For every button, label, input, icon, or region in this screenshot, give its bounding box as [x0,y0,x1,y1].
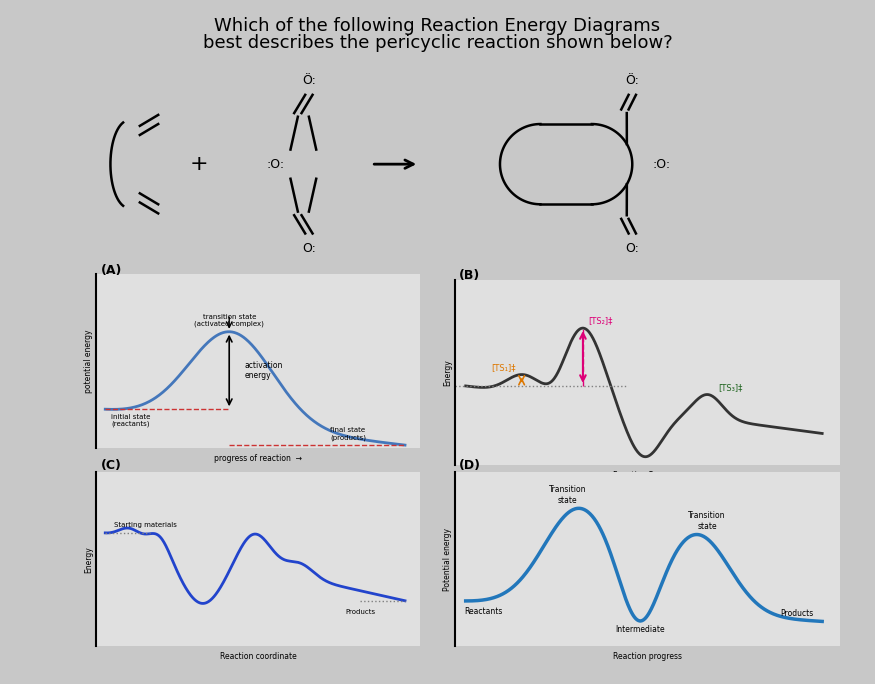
Text: Ö:: Ö: [626,74,640,87]
Text: Intermediate: Intermediate [615,624,665,633]
Text: Ö:: Ö: [302,74,316,87]
Text: [TS₁]‡: [TS₁]‡ [492,363,516,372]
X-axis label: Reaction coordinate: Reaction coordinate [220,652,297,661]
X-axis label: progress of reaction  →: progress of reaction → [214,453,302,462]
Text: O:: O: [302,241,316,254]
Text: :O:: :O: [653,157,671,171]
Text: Which of the following Reaction Energy Diagrams: Which of the following Reaction Energy D… [214,17,661,35]
Text: Products: Products [780,609,814,618]
Text: activation
energy: activation energy [244,360,283,380]
Text: transition state
(activated complex): transition state (activated complex) [194,314,264,328]
Text: best describes the pericyclic reaction shown below?: best describes the pericyclic reaction s… [203,34,672,52]
Text: Transition
state: Transition state [689,512,726,531]
Text: [TS₂]‡: [TS₂]‡ [588,317,612,326]
Y-axis label: potential energy: potential energy [85,329,94,393]
Text: initial state
(reactants): initial state (reactants) [111,414,150,427]
Text: (A): (A) [101,263,122,276]
Text: :O:: :O: [267,157,285,171]
Text: Transition
state: Transition state [550,485,586,505]
Text: +: + [189,154,208,174]
X-axis label: Reaction progress: Reaction progress [613,652,682,661]
Text: (B): (B) [459,269,480,282]
Text: Reactants: Reactants [465,607,503,616]
Text: (D): (D) [459,459,481,472]
Text: (C): (C) [101,459,122,472]
Text: O:: O: [626,241,640,254]
Text: [TS₃]‡: [TS₃]‡ [718,383,742,392]
Text: final state
(products): final state (products) [330,428,366,440]
Y-axis label: Energy: Energy [444,359,452,386]
Text: Starting materials: Starting materials [115,521,177,527]
X-axis label: Reaction Progress: Reaction Progress [613,471,682,479]
Text: Products: Products [345,609,375,615]
Y-axis label: Energy: Energy [85,546,94,573]
Y-axis label: Potential energy: Potential energy [444,527,452,591]
